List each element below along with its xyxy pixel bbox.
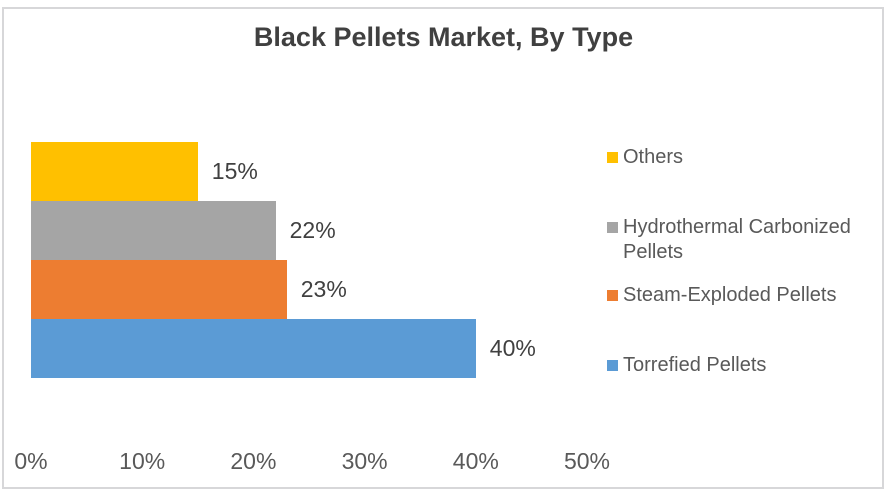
bar-row-hydrothermal-carbonized-pellets: 22%: [31, 201, 887, 260]
bar-row-steam-exploded-pellets: 23%: [31, 260, 887, 319]
legend-swatch-others-icon: [607, 152, 618, 163]
x-axis-tick-label: 20%: [230, 448, 277, 474]
data-label-torrefied-pellets: 40%: [489, 335, 536, 361]
legend-label: Others: [623, 146, 684, 168]
x-axis-tick-label: 40%: [452, 448, 499, 474]
x-axis-tick-label: 30%: [341, 448, 388, 474]
bar-torrefied-pellets: [31, 319, 476, 378]
legend: Others Hydrothermal Carbonized Pellets Ste…: [607, 0, 879, 492]
legend-item-others: Others: [607, 145, 683, 170]
legend-item-hydrothermal-carbonized-pellets: Hydrothermal Carbonized Pellets: [607, 215, 875, 265]
legend-label: Steam-Exploded Pellets: [623, 284, 837, 306]
legend-swatch-steam-exploded-pellets-icon: [607, 290, 618, 301]
x-axis: 0% 10% 20% 30% 40% 50%: [0, 448, 887, 478]
legend-item-torrefied-pellets: Torrefied Pellets: [607, 353, 766, 378]
bar-row-others: 15%: [31, 142, 887, 201]
legend-label: Hydrothermal Carbonized Pellets: [623, 216, 851, 263]
x-axis-tick-label: 50%: [563, 448, 611, 474]
bar-row-torrefied-pellets: 40%: [31, 319, 887, 378]
bar-hydrothermal-carbonized-pellets: [31, 201, 276, 260]
bar-others: [31, 142, 198, 201]
x-axis-tick-label: 10%: [119, 448, 166, 474]
legend-label: Torrefied Pellets: [623, 354, 767, 376]
bar-steam-exploded-pellets: [31, 260, 287, 319]
data-label-hydrothermal-carbonized-pellets: 22%: [289, 217, 336, 243]
data-label-steam-exploded-pellets: 23%: [300, 276, 347, 302]
legend-item-steam-exploded-pellets: Steam-Exploded Pellets: [607, 283, 836, 308]
legend-swatch-hydrothermal-carbonized-pellets-icon: [607, 222, 618, 233]
chart-title: Black Pellets Market, By Type: [253, 22, 634, 52]
data-label-others: 15%: [211, 158, 258, 184]
legend-swatch-torrefied-pellets-icon: [607, 360, 618, 371]
x-axis-tick-label: 0%: [14, 448, 48, 474]
